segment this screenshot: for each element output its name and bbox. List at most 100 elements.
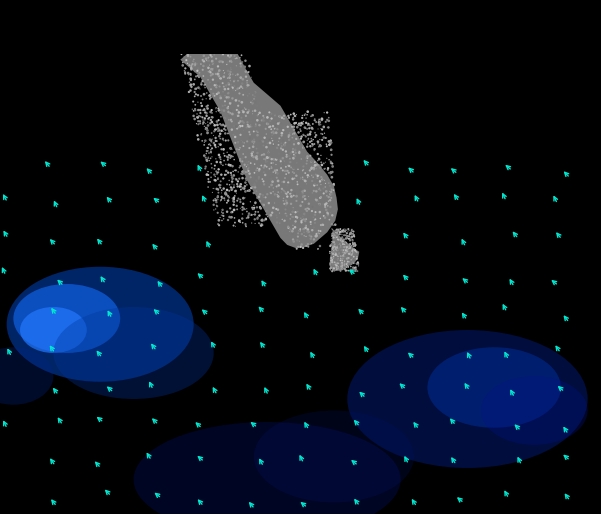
Point: [303, 209, 313, 217]
Point: [283, 167, 293, 175]
Point: [352, 253, 362, 261]
Point: [205, 140, 215, 149]
Point: [200, 122, 209, 131]
Point: [326, 209, 335, 217]
Point: [202, 109, 212, 117]
Point: [218, 50, 228, 59]
Point: [243, 122, 253, 131]
Point: [349, 254, 358, 262]
Point: [285, 215, 295, 223]
Point: [192, 60, 201, 68]
Point: [229, 171, 239, 179]
Point: [342, 260, 352, 268]
Point: [258, 136, 267, 144]
Point: [219, 150, 228, 158]
Point: [349, 232, 359, 240]
Point: [317, 115, 327, 123]
Point: [337, 246, 347, 254]
Point: [319, 185, 328, 193]
Point: [345, 236, 355, 244]
Point: [293, 205, 303, 213]
Point: [221, 190, 231, 198]
Point: [273, 192, 283, 200]
Point: [213, 104, 223, 113]
Point: [323, 123, 333, 132]
Point: [195, 117, 205, 125]
Point: [279, 187, 288, 195]
Point: [248, 97, 257, 105]
Point: [328, 241, 337, 249]
Point: [296, 155, 306, 163]
Point: [305, 124, 314, 133]
Point: [262, 153, 272, 161]
Point: [345, 244, 355, 252]
Point: [257, 137, 266, 145]
Point: [299, 225, 308, 233]
Point: [205, 78, 215, 86]
Point: [267, 181, 276, 189]
Point: [296, 177, 306, 185]
Point: [294, 139, 304, 148]
Point: [215, 183, 225, 192]
Point: [225, 57, 235, 65]
Point: [353, 258, 362, 266]
Point: [218, 58, 228, 66]
Point: [201, 123, 211, 132]
Point: [333, 231, 343, 239]
Point: [344, 254, 353, 262]
Point: [300, 156, 310, 164]
Point: [228, 162, 237, 170]
Point: [329, 243, 338, 251]
Point: [301, 201, 311, 210]
Point: [212, 167, 221, 175]
Point: [308, 140, 317, 149]
Point: [200, 138, 209, 146]
Point: [212, 107, 221, 116]
Point: [209, 58, 218, 66]
Point: [310, 115, 320, 123]
Point: [205, 95, 215, 103]
Point: [300, 192, 310, 200]
Point: [342, 254, 352, 263]
Polygon shape: [180, 54, 338, 248]
Point: [270, 199, 279, 207]
Point: [341, 231, 351, 240]
Point: [307, 137, 316, 145]
Point: [214, 116, 224, 124]
Point: [243, 165, 252, 173]
Point: [313, 150, 323, 158]
Point: [294, 149, 304, 157]
Point: [336, 267, 346, 275]
Point: [194, 106, 203, 114]
Point: [200, 59, 210, 67]
Point: [224, 70, 234, 78]
Point: [214, 89, 224, 97]
Point: [298, 144, 308, 152]
Point: [327, 186, 337, 194]
Point: [242, 77, 252, 85]
Point: [249, 181, 258, 189]
Point: [311, 232, 321, 240]
Point: [216, 145, 226, 153]
Point: [347, 251, 357, 259]
Point: [275, 112, 285, 120]
Point: [308, 125, 317, 133]
Point: [229, 222, 239, 230]
Point: [275, 134, 284, 142]
Point: [191, 85, 201, 93]
Point: [316, 151, 326, 159]
Point: [200, 114, 210, 122]
Point: [325, 171, 335, 179]
Point: [264, 123, 274, 131]
Point: [265, 189, 275, 197]
Point: [313, 176, 323, 185]
Point: [328, 237, 338, 246]
Point: [349, 231, 359, 239]
Point: [200, 152, 209, 160]
Point: [315, 242, 325, 250]
Point: [222, 93, 231, 101]
Point: [342, 229, 352, 237]
Point: [252, 127, 261, 136]
Point: [276, 144, 286, 153]
Point: [335, 259, 345, 267]
